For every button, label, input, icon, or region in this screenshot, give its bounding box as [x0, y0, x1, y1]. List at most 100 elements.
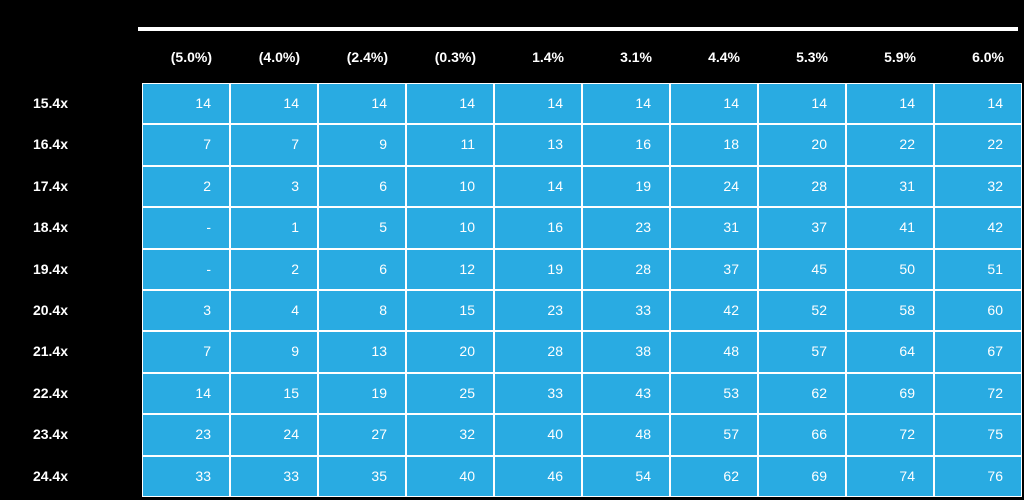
data-cell: 10: [407, 167, 493, 206]
data-cell: -: [143, 250, 229, 289]
data-cell: 66: [759, 415, 845, 454]
data-cell: 76: [935, 457, 1021, 496]
col-header-rule: [138, 27, 1018, 31]
row-header: 16.4x: [0, 124, 78, 165]
data-cell: 15: [407, 291, 493, 330]
data-cell: 6: [319, 250, 405, 289]
data-cell: -: [143, 208, 229, 247]
data-cell: 42: [671, 291, 757, 330]
data-cell: 10: [407, 208, 493, 247]
data-cell: 41: [847, 208, 933, 247]
data-cell: 50: [847, 250, 933, 289]
row-header: 22.4x: [0, 373, 78, 414]
data-cell: 15: [231, 374, 317, 413]
data-cell: 11: [407, 125, 493, 164]
row-header: 17.4x: [0, 166, 78, 207]
data-cell: 53: [671, 374, 757, 413]
data-cell: 19: [495, 250, 581, 289]
sensitivity-table-canvas: (5.0%) (4.0%) (2.4%) (0.3%) 1.4% 3.1% 4.…: [0, 0, 1024, 500]
data-cell: 13: [319, 332, 405, 371]
data-cell: 27: [319, 415, 405, 454]
row-headers: 15.4x 16.4x 17.4x 18.4x 19.4x 20.4x 21.4…: [0, 83, 78, 497]
data-cell: 52: [759, 291, 845, 330]
data-cell: 3: [143, 291, 229, 330]
data-cell: 13: [495, 125, 581, 164]
col-header: (0.3%): [406, 38, 494, 76]
data-cell: 72: [847, 415, 933, 454]
data-cell: 31: [671, 208, 757, 247]
data-cell: 33: [143, 457, 229, 496]
col-header: 6.0%: [934, 38, 1022, 76]
data-cell: 2: [231, 250, 317, 289]
row-header: 18.4x: [0, 207, 78, 248]
data-cell: 23: [495, 291, 581, 330]
row-header: 24.4x: [0, 456, 78, 497]
col-header: (4.0%): [230, 38, 318, 76]
row-header: 23.4x: [0, 414, 78, 455]
data-cell: 7: [231, 125, 317, 164]
col-header: 5.3%: [758, 38, 846, 76]
data-cell: 14: [319, 84, 405, 123]
data-cell: 16: [495, 208, 581, 247]
data-cell: 4: [231, 291, 317, 330]
row-header: 19.4x: [0, 249, 78, 290]
data-cell: 33: [495, 374, 581, 413]
data-cell: 22: [935, 125, 1021, 164]
data-cell: 37: [671, 250, 757, 289]
col-header: 3.1%: [582, 38, 670, 76]
data-cell: 64: [847, 332, 933, 371]
data-cell: 32: [407, 415, 493, 454]
data-cell: 8: [319, 291, 405, 330]
data-cell: 7: [143, 332, 229, 371]
data-cell: 42: [935, 208, 1021, 247]
data-cell: 58: [847, 291, 933, 330]
data-cell: 25: [407, 374, 493, 413]
data-cell: 33: [583, 291, 669, 330]
data-cell: 14: [143, 84, 229, 123]
data-cell: 6: [319, 167, 405, 206]
data-cell: 32: [935, 167, 1021, 206]
data-cell: 28: [495, 332, 581, 371]
data-cell: 9: [319, 125, 405, 164]
data-cell: 12: [407, 250, 493, 289]
data-cell: 28: [759, 167, 845, 206]
data-cell: 37: [759, 208, 845, 247]
data-cell: 75: [935, 415, 1021, 454]
row-header: 15.4x: [0, 83, 78, 124]
data-cell: 74: [847, 457, 933, 496]
data-cell: 23: [583, 208, 669, 247]
data-cell: 5: [319, 208, 405, 247]
data-cell: 9: [231, 332, 317, 371]
data-cell: 18: [671, 125, 757, 164]
data-cell: 14: [407, 84, 493, 123]
data-cell: 14: [847, 84, 933, 123]
data-cell: 51: [935, 250, 1021, 289]
data-cell: 31: [847, 167, 933, 206]
col-header: (5.0%): [142, 38, 230, 76]
data-cell: 14: [935, 84, 1021, 123]
data-cell: 40: [495, 415, 581, 454]
data-cell: 48: [583, 415, 669, 454]
data-cell: 3: [231, 167, 317, 206]
data-cell: 43: [583, 374, 669, 413]
data-cell: 40: [407, 457, 493, 496]
data-cell: 33: [231, 457, 317, 496]
data-cell: 14: [759, 84, 845, 123]
data-cell: 19: [319, 374, 405, 413]
data-cell: 1: [231, 208, 317, 247]
col-header: 4.4%: [670, 38, 758, 76]
data-cell: 48: [671, 332, 757, 371]
data-cell: 2: [143, 167, 229, 206]
row-header: 21.4x: [0, 331, 78, 372]
data-cell: 20: [407, 332, 493, 371]
data-cell: 14: [495, 84, 581, 123]
data-cell: 67: [935, 332, 1021, 371]
data-cell: 45: [759, 250, 845, 289]
data-cell: 54: [583, 457, 669, 496]
col-header: 1.4%: [494, 38, 582, 76]
data-cell: 14: [495, 167, 581, 206]
data-cell: 35: [319, 457, 405, 496]
column-headers: (5.0%) (4.0%) (2.4%) (0.3%) 1.4% 3.1% 4.…: [142, 38, 1022, 76]
data-cell: 69: [847, 374, 933, 413]
data-cell: 69: [759, 457, 845, 496]
